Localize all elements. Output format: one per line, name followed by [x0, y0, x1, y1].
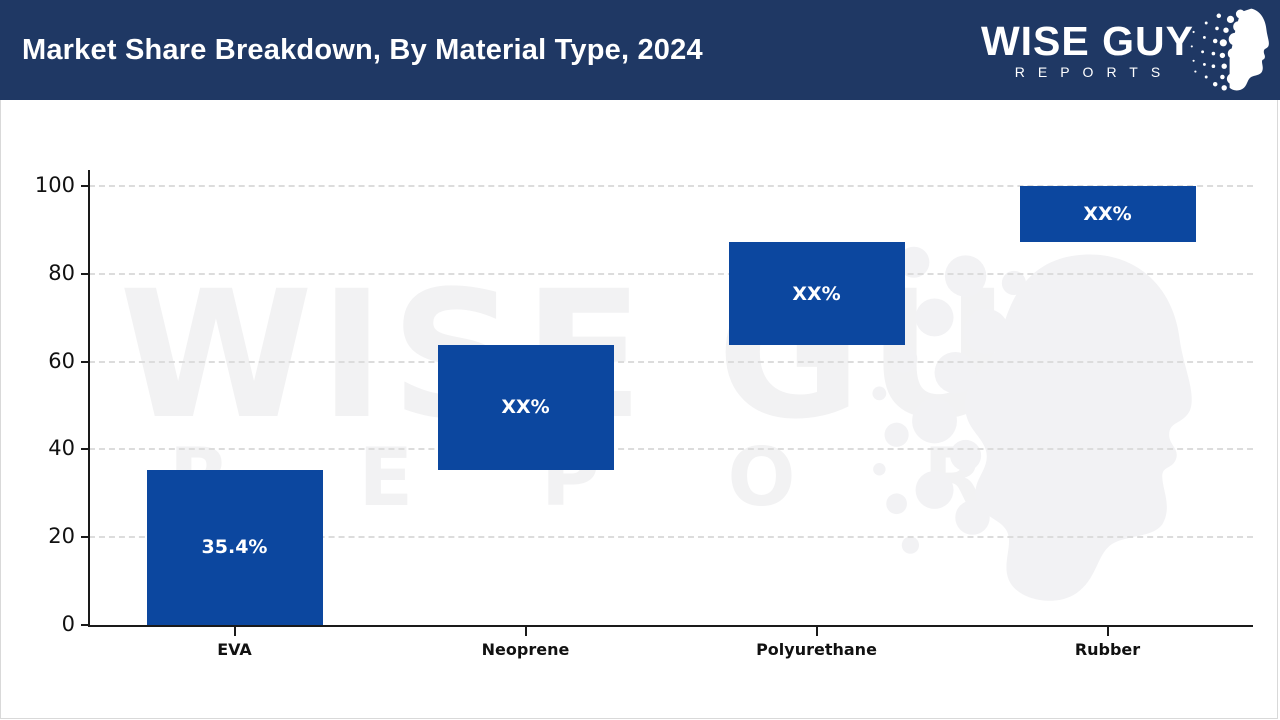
x-tick-mark	[524, 627, 527, 636]
dotted-head-logo-icon	[1190, 8, 1269, 91]
bar-eva: 35.4%	[146, 469, 323, 625]
x-tick-mark	[1106, 627, 1109, 636]
y-tick-mark	[81, 185, 89, 187]
dotted-head-watermark	[872, 246, 1192, 601]
y-tick-mark	[81, 536, 89, 539]
logo-wordmark: WISE GUY	[980, 18, 1194, 64]
y-tick-label: 40	[48, 436, 75, 461]
x-tick-mark	[233, 627, 236, 636]
bar-polyurethane: XX%	[728, 241, 905, 346]
y-tick-mark	[81, 624, 89, 626]
wise-guy-reports-logo: WISE GUY REPORTS	[981, 5, 1272, 95]
x-tick-label-neoprene: Neoprene	[481, 640, 570, 659]
x-tick-label-rubber: Rubber	[1074, 640, 1141, 659]
bar-rubber: XX%	[1019, 186, 1196, 242]
logo-subtitle: REPORTS	[1014, 64, 1174, 80]
header-bar: Market Share Breakdown, By Material Type…	[0, 0, 1280, 100]
bar-value-label: XX%	[501, 396, 550, 419]
y-tick-mark	[81, 272, 89, 275]
y-tick-label: 100	[34, 173, 75, 197]
y-tick-label: 20	[48, 524, 75, 549]
gridline-y-80	[89, 272, 1253, 275]
bar-value-label: 35.4%	[201, 536, 268, 559]
gridline-y-100	[89, 185, 1253, 187]
bar-neoprene: XX%	[437, 345, 614, 470]
gridline-y-40	[89, 448, 1253, 451]
page-title: Market Share Breakdown, By Material Type…	[22, 33, 703, 66]
gridline-y-20	[89, 536, 1253, 539]
y-tick-label: 0	[61, 612, 75, 636]
x-axis-line	[88, 625, 1253, 627]
gridline-y-60	[89, 360, 1253, 363]
bar-value-label: XX%	[792, 282, 841, 305]
y-axis-line	[88, 170, 90, 625]
logo-text: WISE GUY REPORTS	[980, 18, 1194, 80]
y-tick-label: 60	[48, 348, 75, 373]
y-tick-mark	[81, 448, 89, 451]
x-tick-label-polyurethane: Polyurethane	[756, 640, 877, 659]
bar-value-label: XX%	[1083, 202, 1132, 225]
y-tick-label: 80	[48, 260, 75, 285]
x-tick-label-eva: EVA	[217, 640, 252, 659]
y-tick-mark	[81, 360, 89, 363]
x-tick-mark	[815, 627, 818, 636]
